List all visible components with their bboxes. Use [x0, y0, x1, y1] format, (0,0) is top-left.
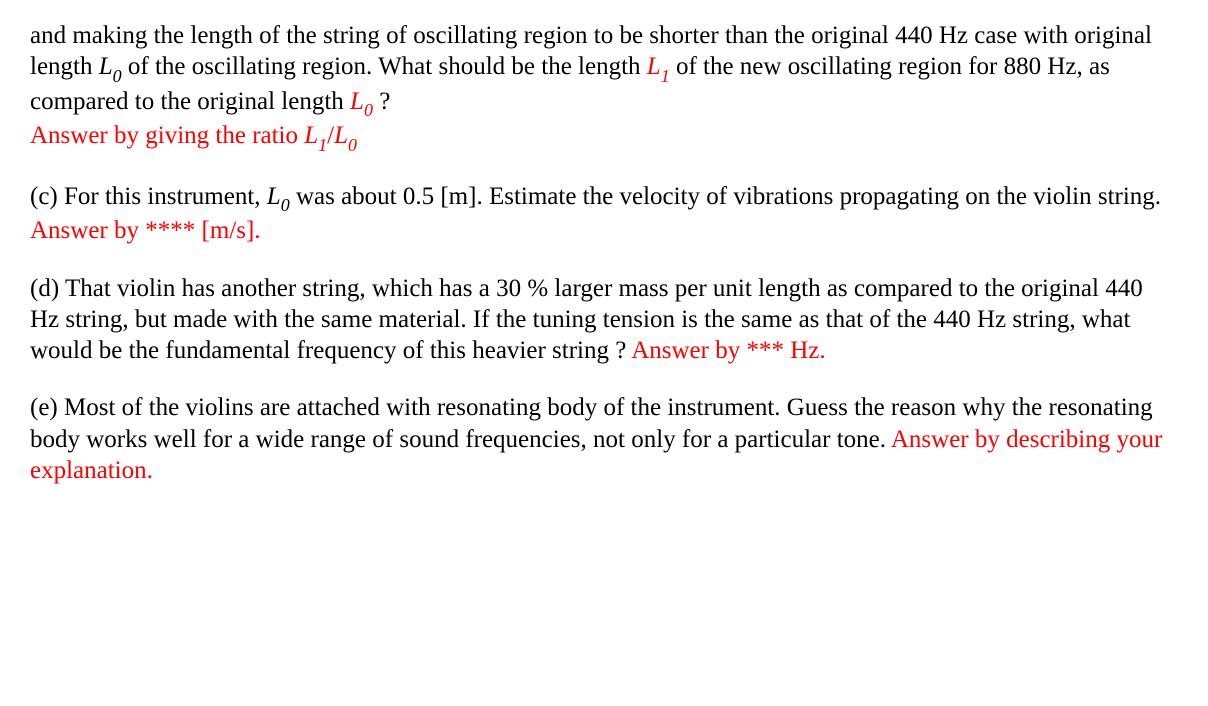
answer-prompt: Answer by **** [m/s].	[30, 217, 261, 244]
var-L: L	[334, 122, 348, 149]
var-L: L	[304, 122, 318, 149]
paragraph-d: (d) That violin has another string, whic…	[30, 273, 1178, 367]
sub-0: 0	[281, 195, 290, 215]
text: of the oscillating region. What should b…	[122, 53, 647, 80]
var-L: L	[99, 53, 113, 80]
paragraph-b: and making the length of the string of o…	[30, 20, 1178, 155]
highlight: L1	[647, 53, 670, 80]
sub-0: 0	[113, 66, 122, 86]
sub-0: 0	[364, 100, 373, 120]
text: was about 0.5 [m]. Estimate the velocity…	[290, 183, 1161, 210]
answer-prompt: Answer by *** Hz.	[631, 337, 825, 364]
paragraph-e: (e) Most of the violins are attached wit…	[30, 392, 1178, 486]
highlight: L0	[350, 88, 373, 115]
text: Answer by giving the ratio	[30, 122, 304, 149]
var-L: L	[350, 88, 364, 115]
paragraph-c: (c) For this instrument, L0 was about 0.…	[30, 181, 1178, 247]
answer-prompt: Answer by giving the ratio L1/L0	[30, 122, 357, 149]
sub-1: 1	[318, 135, 327, 155]
var-L: L	[267, 183, 281, 210]
text: (c) For this instrument,	[30, 183, 267, 210]
text: (d) That violin has another string, whic…	[30, 275, 1143, 365]
sub-1: 1	[661, 66, 670, 86]
sub-0: 0	[348, 135, 357, 155]
var-L: L	[647, 53, 661, 80]
text: ?	[373, 88, 390, 115]
